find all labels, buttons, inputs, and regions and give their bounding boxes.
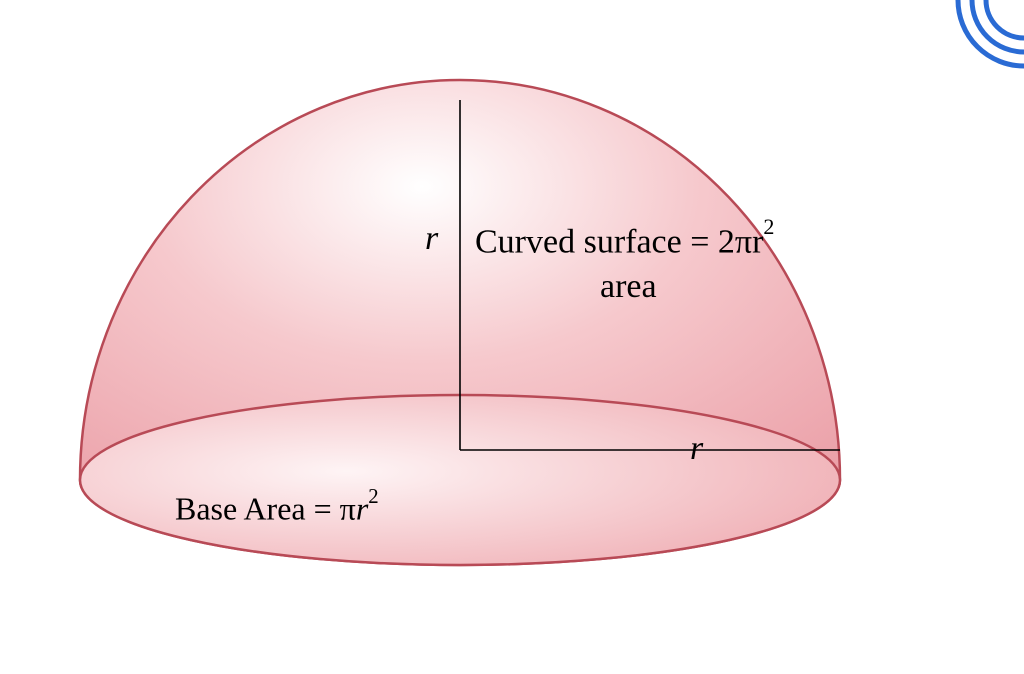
hemisphere-svg	[0, 0, 1024, 674]
corner-arcs	[958, 0, 1024, 66]
curved-surface-exponent: 2	[763, 214, 774, 239]
base-area-r: r	[356, 491, 368, 527]
curved-surface-text: Curved surface = 2πr	[475, 223, 763, 260]
base-area-prefix: Base Area = π	[175, 491, 356, 527]
hemisphere-figure: r r Curved surface = 2πr2 area Base Area…	[0, 0, 1024, 674]
label-curved-surface-line2: area	[600, 268, 657, 306]
label-r-vertical: r	[425, 220, 438, 258]
base-area-exponent: 2	[368, 485, 378, 508]
label-r-horizontal: r	[690, 430, 703, 468]
label-base-area: Base Area = πr2	[175, 490, 379, 528]
label-curved-surface-line1: Curved surface = 2πr2	[475, 220, 774, 261]
